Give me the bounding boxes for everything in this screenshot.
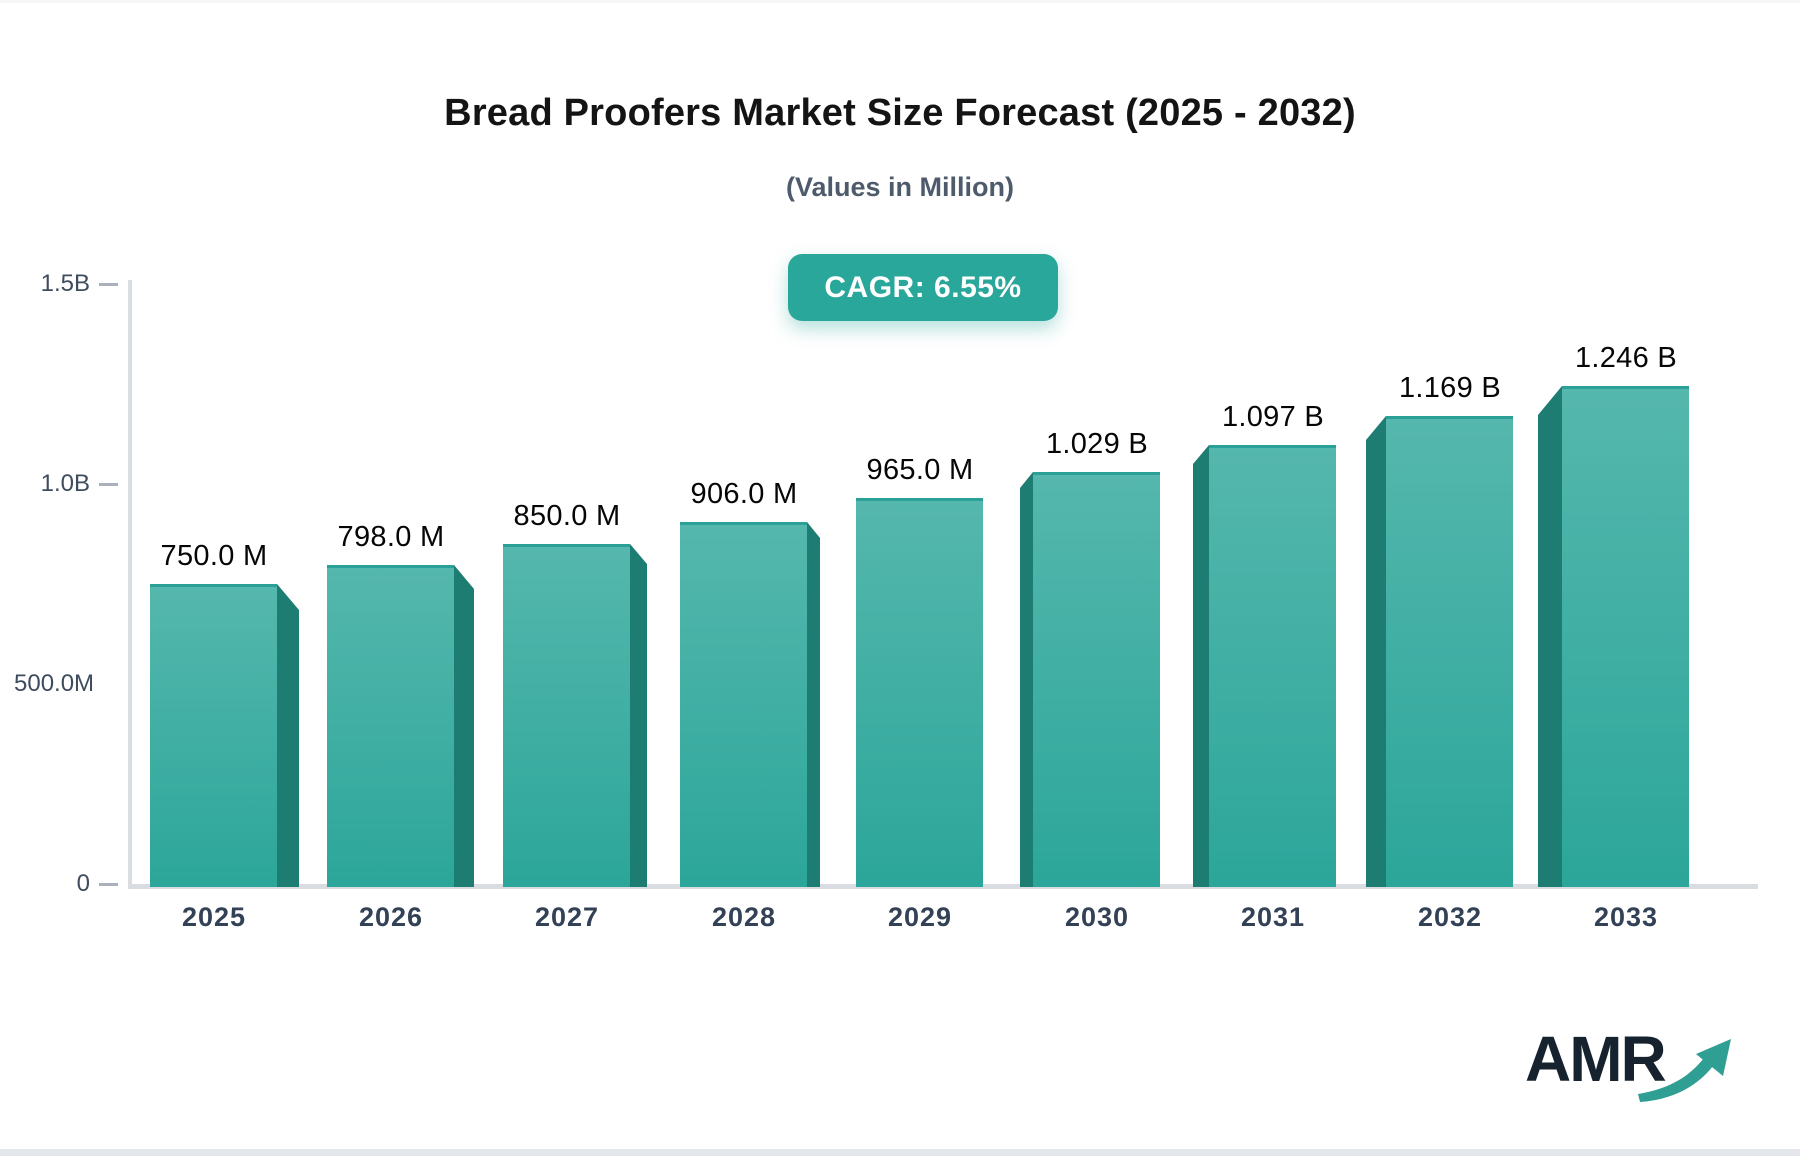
bar-2028 <box>680 522 807 887</box>
y-axis-tick-label: 1.0B <box>40 470 90 497</box>
growth-arrow-icon <box>1638 1039 1731 1102</box>
bar-2025 <box>150 584 277 887</box>
x-axis-label: 2032 <box>1417 902 1483 932</box>
bar-value-label: 1.097 B <box>1221 401 1325 433</box>
x-axis-label: 2031 <box>1240 902 1306 932</box>
x-axis-label: 2029 <box>887 902 953 932</box>
chart-title: Bread Proofers Market Size Forecast (202… <box>444 92 1356 134</box>
bar-3d-side <box>1193 445 1209 887</box>
bar-value-label: 850.0 M <box>513 500 621 532</box>
y-axis-tick-label: 1.5B <box>40 270 90 297</box>
x-axis-label: 2033 <box>1593 902 1659 932</box>
bar-value-label: 1.029 B <box>1045 428 1149 460</box>
bar-2029 <box>856 498 983 887</box>
bar-3d-side <box>277 584 299 887</box>
y-axis-line <box>128 280 132 888</box>
bar-2030 <box>1033 472 1160 887</box>
page-bottom-strip <box>0 1149 1800 1156</box>
y-axis-tick-dash <box>99 483 118 486</box>
bar-value-label: 750.0 M <box>160 540 268 572</box>
amr-logo-text: AMR <box>1525 1023 1667 1095</box>
y-axis-tick-dash <box>99 883 118 886</box>
x-axis-label: 2025 <box>181 902 247 932</box>
bar-value-label: 965.0 M <box>866 454 974 486</box>
amr-logo: AMR <box>1525 1022 1755 1122</box>
chart-subtitle: (Values in Million) <box>785 172 1015 202</box>
bar-2027 <box>503 544 630 887</box>
bar-2032 <box>1386 416 1513 887</box>
x-axis-label: 2027 <box>534 902 600 932</box>
cagr-badge: CAGR: 6.55% <box>788 254 1058 321</box>
bar-3d-side <box>1366 416 1386 887</box>
page-top-strip <box>0 0 1800 3</box>
bar-3d-side <box>1538 386 1562 887</box>
x-axis-label: 2026 <box>358 902 424 932</box>
bar-2026 <box>327 565 454 887</box>
bar-2033 <box>1562 386 1689 887</box>
bar-3d-side <box>1020 472 1033 887</box>
x-axis-label: 2030 <box>1064 902 1130 932</box>
bar-3d-side <box>630 544 647 887</box>
bar-value-label: 798.0 M <box>337 521 445 553</box>
bar-3d-side <box>454 565 474 887</box>
y-axis-tick-dash <box>99 283 118 286</box>
bar-value-label: 906.0 M <box>690 478 798 510</box>
x-axis-label: 2028 <box>711 902 777 932</box>
bar-2031 <box>1209 445 1336 887</box>
y-axis-tick-label: 0 <box>76 870 90 897</box>
bar-value-label: 1.246 B <box>1574 342 1678 374</box>
cagr-badge-label: CAGR: 6.55% <box>824 270 1022 304</box>
y-axis-tick-label: 500.0M <box>14 670 95 697</box>
bar-3d-side <box>807 522 820 887</box>
bar-value-label: 1.169 B <box>1398 372 1502 404</box>
